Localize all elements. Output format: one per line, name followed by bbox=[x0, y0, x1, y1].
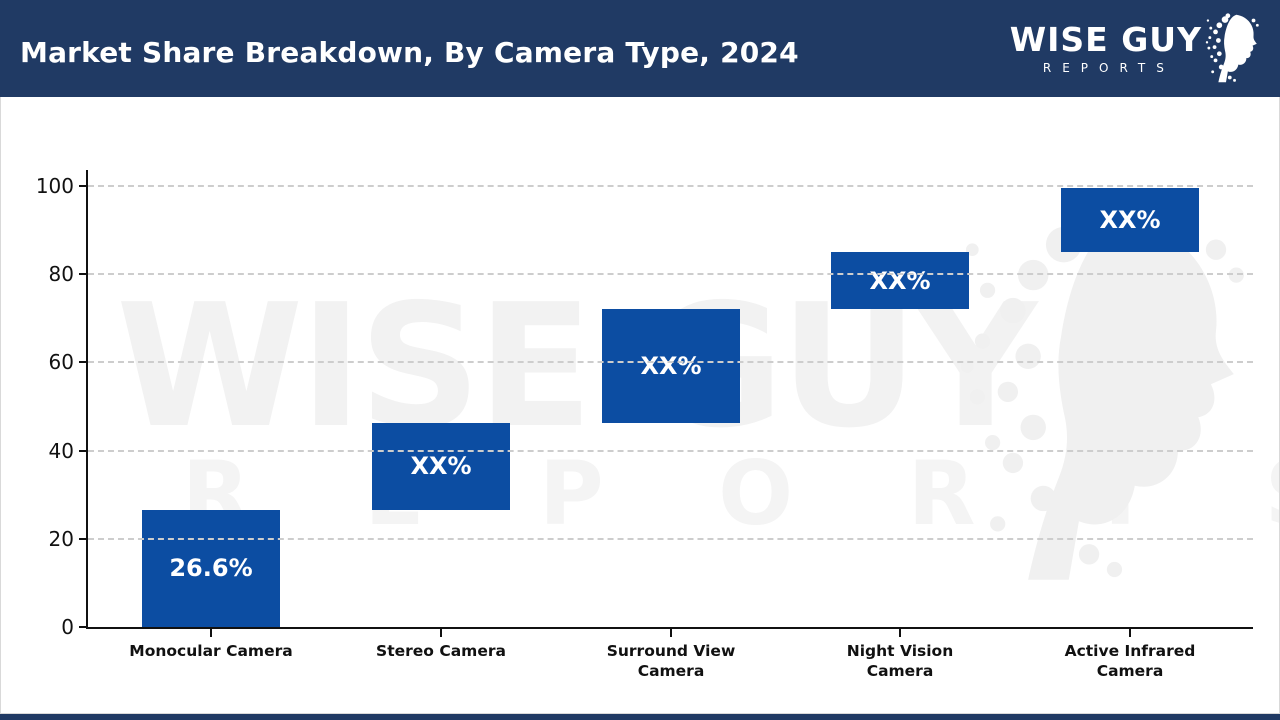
y-axis-tick-mark bbox=[79, 273, 88, 276]
x-axis-category-label: Night Vision Camera bbox=[846, 642, 954, 681]
x-axis-tick-mark bbox=[1129, 629, 1131, 637]
y-axis-tick-label: 40 bbox=[48, 438, 74, 463]
gridline-80 bbox=[88, 273, 1253, 276]
gridline-60 bbox=[88, 361, 1253, 364]
wiseguy-reports-logo: WISE GUY REPORTS bbox=[1010, 6, 1266, 92]
bar-segment: XX% bbox=[1061, 188, 1199, 253]
y-axis-tick-mark bbox=[79, 537, 88, 540]
x-axis-category-label: Active Infrared Camera bbox=[1064, 642, 1196, 681]
bar-segment: XX% bbox=[372, 422, 510, 510]
header-banner: Market Share Breakdown, By Camera Type, … bbox=[0, 0, 1280, 97]
bar-segment: 26.6% bbox=[142, 509, 280, 627]
footer-accent-bar bbox=[0, 714, 1280, 720]
y-axis-tick-mark bbox=[79, 626, 88, 628]
bar-value-label: XX% bbox=[1099, 206, 1161, 235]
x-axis-tick-mark bbox=[440, 629, 442, 637]
y-axis-tick-label: 0 bbox=[61, 615, 74, 639]
gridline-20 bbox=[88, 537, 1253, 540]
x-axis-line bbox=[86, 627, 1253, 629]
y-axis-tick-label: 20 bbox=[48, 526, 74, 551]
bar-segment: XX% bbox=[602, 309, 740, 423]
watermark-reports-text: R E P O R T S bbox=[182, 442, 1280, 545]
x-axis-category-label: Monocular Camera bbox=[129, 642, 293, 660]
chart-title: Market Share Breakdown, By Camera Type, … bbox=[20, 36, 799, 69]
y-axis-tick-label: 80 bbox=[48, 262, 74, 287]
y-axis-line bbox=[86, 170, 88, 629]
logo-wiseguy-text: WISE GUY bbox=[1009, 20, 1202, 60]
bar-segment: XX% bbox=[831, 252, 969, 310]
y-axis-tick-label: 60 bbox=[48, 350, 74, 375]
y-axis-tick-mark bbox=[79, 361, 88, 364]
logo-reports-text: REPORTS bbox=[1042, 60, 1175, 75]
x-axis-tick-mark bbox=[899, 629, 901, 637]
bar-value-label: XX% bbox=[410, 452, 472, 481]
x-axis-category-label: Stereo Camera bbox=[376, 642, 506, 660]
y-axis-tick-mark bbox=[79, 449, 88, 452]
gridline-100 bbox=[88, 185, 1253, 187]
watermark-head-logo bbox=[960, 211, 1244, 580]
bar-value-label: 26.6% bbox=[169, 554, 253, 583]
bar-value-label: XX% bbox=[869, 266, 931, 295]
logo-head-icon bbox=[1205, 13, 1259, 83]
y-axis-tick-mark bbox=[79, 185, 88, 187]
x-axis-category-label: Surround View Camera bbox=[606, 642, 736, 681]
bar-value-label: XX% bbox=[640, 351, 702, 380]
y-axis-tick-label: 100 bbox=[35, 174, 74, 198]
gridline-40 bbox=[88, 449, 1253, 452]
x-axis-tick-mark bbox=[210, 629, 212, 637]
x-axis-tick-mark bbox=[670, 629, 672, 637]
